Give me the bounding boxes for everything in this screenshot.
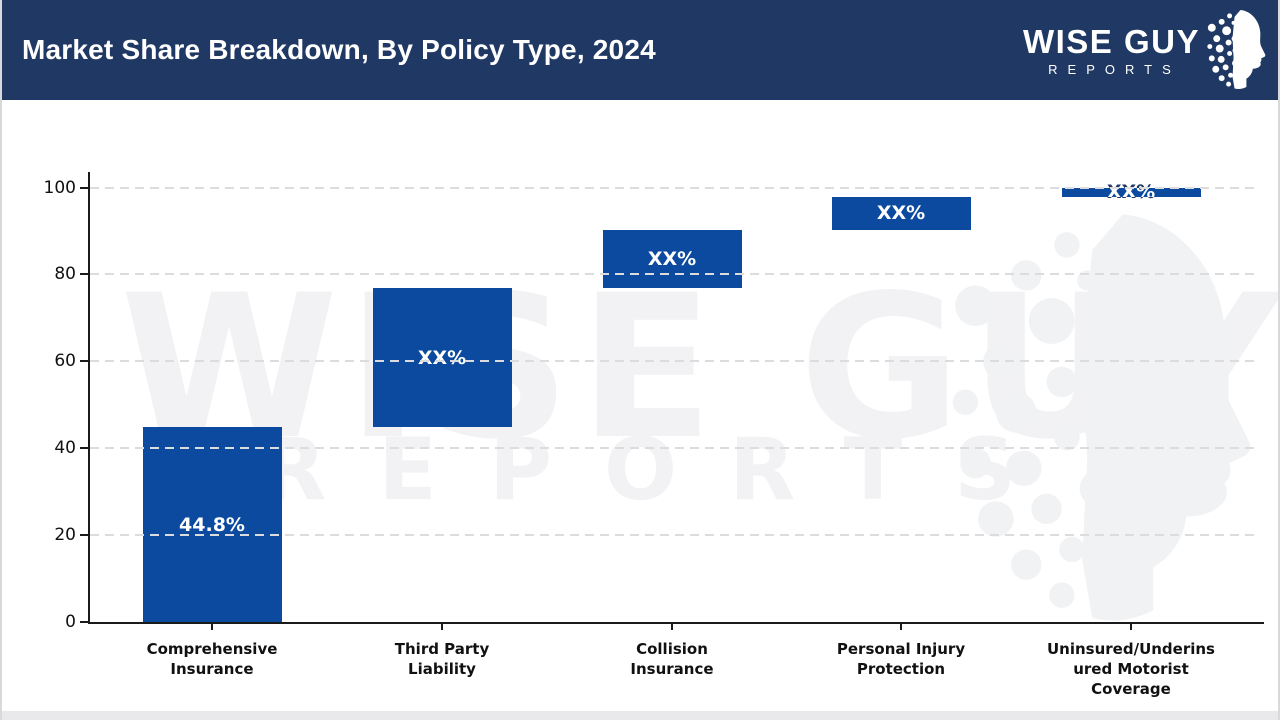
wise-guy-logo: WISE GUY REPORTS	[1023, 8, 1270, 92]
y-tick-label-0: 0	[65, 612, 76, 632]
y-tick-label-20: 20	[54, 525, 76, 546]
bar-value-label: XX%	[417, 346, 467, 369]
category-label-4: Uninsured/Underins ured Motorist Coverage	[1047, 640, 1215, 698]
y-tick-80	[80, 273, 88, 276]
y-tick-label-80: 80	[54, 264, 76, 285]
bar-value-label: XX%	[876, 202, 926, 225]
x-tick-1	[441, 623, 443, 630]
category-label-3: Personal Injury Protection	[836, 640, 966, 678]
category-label-1: Third Party Liability	[394, 640, 490, 678]
gridline-80	[90, 273, 1258, 276]
y-tick-label-100: 100	[43, 177, 76, 198]
category-label-0: Comprehensive Insurance	[146, 640, 278, 678]
logo-subtitle: REPORTS	[1048, 61, 1181, 77]
gridline-100	[90, 186, 1258, 189]
category-label-2: Collision Insurance	[630, 640, 714, 678]
logo-head-icon	[1207, 9, 1266, 90]
footer-strip	[2, 711, 1278, 720]
bar-comprehensive-insurance: 44.8%	[142, 427, 282, 622]
y-tick-0	[80, 621, 88, 623]
bar-value-label: XX%	[647, 247, 697, 270]
logo-wordmark: WISE GUY	[1022, 22, 1200, 60]
bar-collision-insurance: XX%	[602, 229, 742, 289]
y-tick-label-40: 40	[54, 438, 76, 459]
y-tick-60	[80, 360, 88, 363]
page-title: Market Share Breakdown, By Policy Type, …	[22, 34, 656, 65]
logo-text: WISE GUY REPORTS	[1023, 25, 1200, 76]
watermark-subtitle: REPORTS	[260, 420, 1069, 520]
gridline-20	[90, 534, 1258, 537]
gridline-40	[90, 447, 1258, 450]
y-tick-100	[80, 186, 88, 189]
report-header: Market Share Breakdown, By Policy Type, …	[2, 0, 1278, 100]
y-axis-spine	[88, 172, 90, 623]
bar-value-label: 44.8%	[179, 513, 245, 536]
x-tick-0	[211, 623, 213, 630]
x-tick-3	[900, 623, 902, 630]
gridline-60	[90, 360, 1258, 363]
x-tick-4	[1130, 623, 1132, 630]
y-tick-20	[80, 534, 88, 537]
bar-uninsured-underinsured-motorist-coverage: XX%	[1061, 187, 1201, 197]
x-axis-spine	[88, 622, 1264, 624]
y-tick-40	[80, 447, 88, 450]
x-tick-2	[671, 623, 673, 630]
bar-third-party-liability: XX%	[372, 288, 512, 428]
bar-value-label: XX%	[1062, 188, 1201, 197]
bar-personal-injury-protection: XX%	[831, 196, 971, 230]
y-tick-label-60: 60	[54, 351, 76, 372]
